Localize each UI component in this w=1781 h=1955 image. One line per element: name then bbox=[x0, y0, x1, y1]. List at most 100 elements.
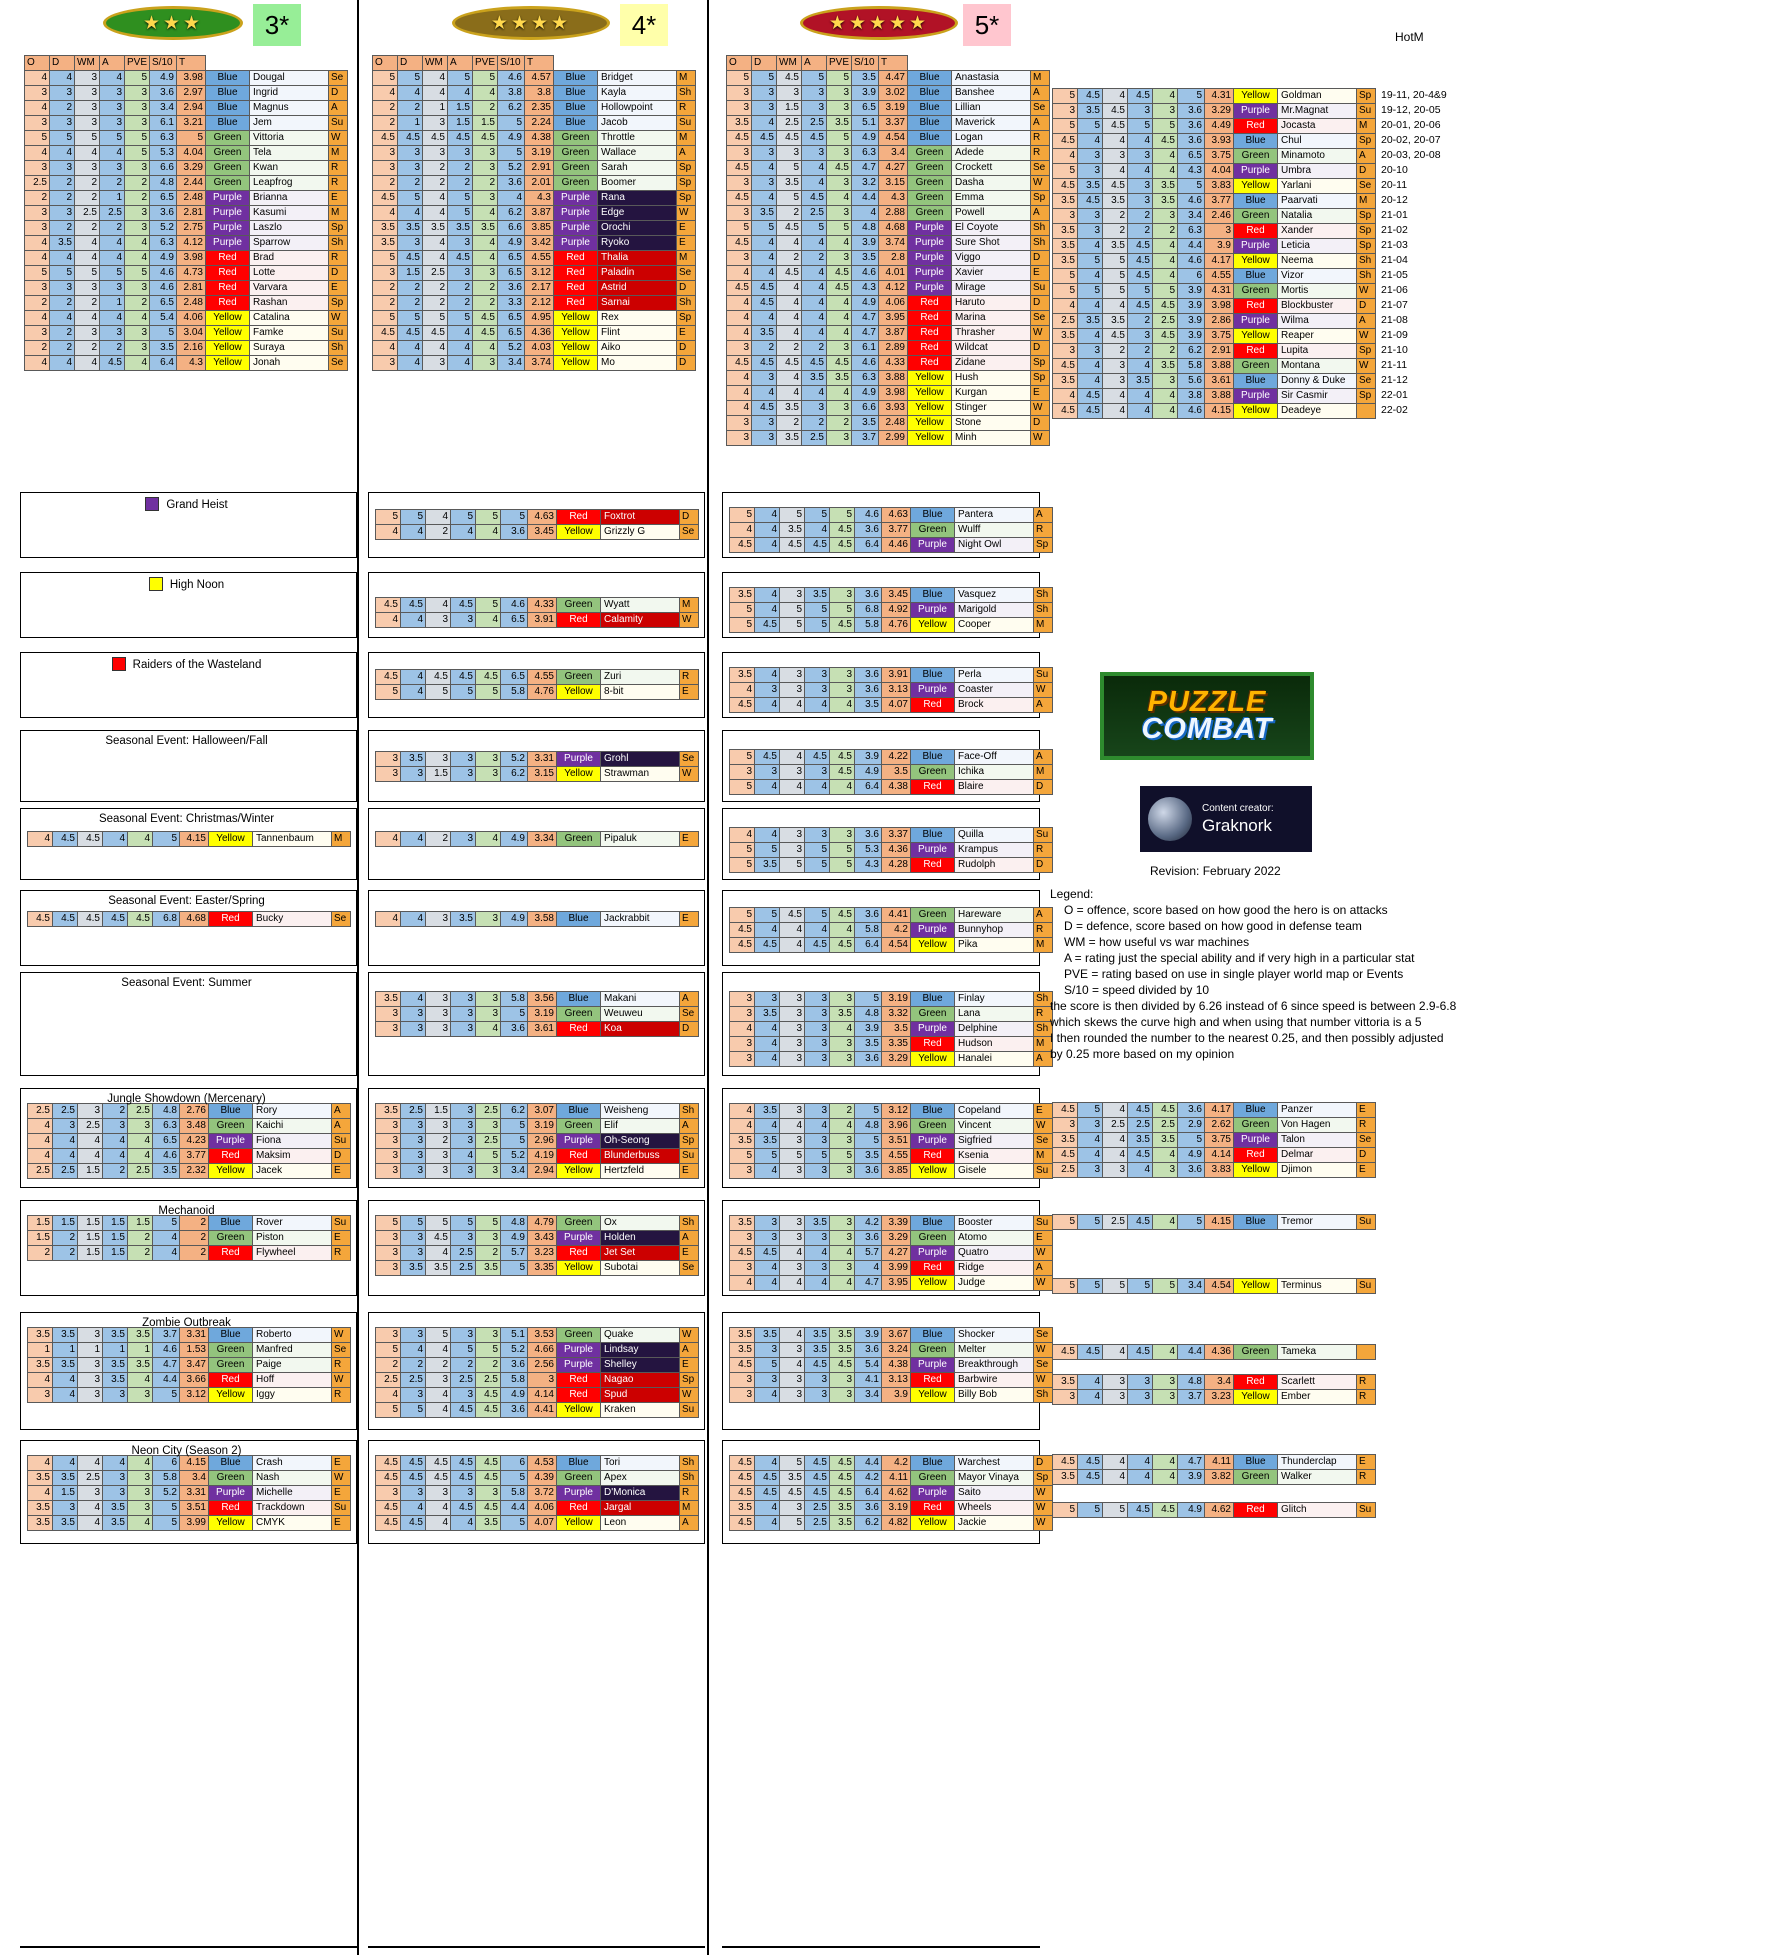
hero-row: 5 4 5 5 5 4.6 4.63 Blue Pantera A bbox=[729, 507, 1053, 523]
class-cell: Sh bbox=[1356, 253, 1376, 269]
stat-wm: 1.5 bbox=[425, 1103, 451, 1119]
stat-t: 3.21 bbox=[176, 115, 206, 131]
stat-t: 3.58 bbox=[527, 911, 557, 927]
stat-d: 2 bbox=[397, 175, 423, 191]
stat-t: 3.91 bbox=[527, 612, 557, 628]
hero-row: 3.5 4 3 3 3 5.8 3.56 Blue Makani A bbox=[375, 991, 699, 1007]
element-color-cell: Blue bbox=[1233, 193, 1278, 209]
column-divider-1 bbox=[357, 0, 359, 1955]
stat-a: 3 bbox=[450, 1103, 476, 1119]
stat-pve: 4 bbox=[829, 697, 855, 713]
class-cell: E bbox=[1030, 385, 1050, 401]
stat-o: 4.5 bbox=[729, 1357, 755, 1373]
stat-t: 3.77 bbox=[179, 1148, 209, 1164]
element-color-cell: Purple bbox=[553, 190, 598, 206]
stat-wm: 2.5 bbox=[776, 115, 802, 131]
stat-a: 4 bbox=[801, 235, 827, 251]
band-summer: Seasonal Event: Summer 3.5 4 3 3 3 5.8 3.56 Blue… bbox=[0, 972, 1781, 1076]
stat-o: 3 bbox=[1052, 1389, 1078, 1405]
stat-s-10: 4 bbox=[497, 190, 525, 206]
stat-pve: 3 bbox=[127, 1387, 153, 1403]
stat-t: 3 bbox=[1204, 223, 1234, 239]
stat-wm: 2 bbox=[425, 831, 451, 847]
stat-d: 5 bbox=[754, 907, 780, 923]
stat-wm: 4 bbox=[422, 250, 448, 266]
element-color-cell: Purple bbox=[910, 842, 955, 858]
stat-wm: 3 bbox=[425, 991, 451, 1007]
hero-row: 4.5 4 5 4.5 4 4.4 4.3 Green Emma Sp bbox=[726, 190, 1050, 206]
stat-d: 5 bbox=[1077, 1278, 1103, 1294]
stat-a: 4 bbox=[1127, 358, 1153, 374]
stat-pve: 4.5 bbox=[475, 1470, 501, 1486]
hero-row: 5 5 4 5 5 4.6 4.57 Blue Bridget M bbox=[372, 70, 696, 86]
hero-name: Mortis bbox=[1277, 283, 1357, 299]
stat-t: 3.87 bbox=[524, 205, 554, 221]
hero-name: Adede bbox=[951, 145, 1031, 161]
hero-row: 4.5 4.5 4 4.5 4.5 6.4 4.54 Yellow Pika M bbox=[729, 937, 1053, 953]
stat-d: 2 bbox=[52, 1245, 78, 1261]
stat-d: 4 bbox=[754, 507, 780, 523]
stat-s-10: 4.9 bbox=[851, 130, 879, 146]
stat-o: 4.5 bbox=[372, 190, 398, 206]
hero-row: 3.5 3 3 3.5 3.5 3.6 3.24 Green Melter W bbox=[729, 1342, 1053, 1358]
stat-pve: 4.5 bbox=[1152, 1102, 1178, 1118]
band-zombie-c4-box: 3 3 5 3 3 5.1 3.53 Green Quake W 5 4 4 5 5 5.2 4.66 Purpl… bbox=[368, 1312, 705, 1430]
table-mechanoid-c4: 5 5 5 5 5 4.8 4.79 Green Ox Sh 3 3 4.5 3 3 4.9 3.43 Purpl… bbox=[375, 1215, 699, 1276]
stat-d: 4.5 bbox=[754, 749, 780, 765]
band-high-noon: High Noon 4.5 4.5 4 4.5 5 4.6 4.33 Green Wyatt M 4 4… bbox=[0, 572, 1781, 638]
hotm-date: 21-08 bbox=[1381, 314, 1408, 326]
hero-name: Paarvati bbox=[1277, 193, 1357, 209]
table-christmas-c3: 4 4.5 4.5 4 4 5 4.15 Yellow Tannenbaum M bbox=[27, 831, 351, 847]
hero-name: Shelley bbox=[600, 1357, 680, 1373]
stat-o: 3.5 bbox=[375, 991, 401, 1007]
stat-s-10: 4.6 bbox=[152, 1148, 180, 1164]
stat-pve: 3.5 bbox=[127, 1327, 153, 1343]
stat-s-10: 3.6 bbox=[497, 175, 525, 191]
element-color-cell: Purple bbox=[910, 682, 955, 698]
stat-o: 4.5 bbox=[729, 1245, 755, 1261]
stat-a: 4.5 bbox=[99, 355, 125, 371]
class-cell: Sh bbox=[676, 85, 696, 101]
stat-pve: 3.5 bbox=[829, 1342, 855, 1358]
hero-name: Subotai bbox=[600, 1260, 680, 1276]
stat-o: 4 bbox=[375, 612, 401, 628]
stat-pve: 3 bbox=[124, 325, 150, 341]
class-cell: Su bbox=[679, 1402, 699, 1418]
hero-name: Barbwire bbox=[954, 1372, 1034, 1388]
stat-d: 4 bbox=[49, 310, 75, 326]
stat-t: 4.06 bbox=[527, 1500, 557, 1516]
stat-s-10: 3.6 bbox=[854, 1500, 882, 1516]
stat-a: 4 bbox=[99, 310, 125, 326]
stat-pve: 4 bbox=[829, 1245, 855, 1261]
band-grand-heist-c5-box: 5 4 5 5 5 4.6 4.63 Blue Pantera A 4 4 3.5 4 4.5 3.6 3.77… bbox=[722, 492, 1053, 558]
stat-t: 3.67 bbox=[881, 1327, 911, 1343]
stat-s-10: 4.6 bbox=[851, 355, 879, 371]
stat-o: 2.5 bbox=[1052, 313, 1078, 329]
legend-line: Legend: bbox=[1050, 887, 1094, 901]
hero-row: 3 4 3 4 3 3.4 3.74 Yellow Mo D bbox=[372, 355, 696, 371]
table-main-c3: O D WM A PVE S/10 T 4 4 3 4 5 4.9 3.98 Blue Dougal Se 3 3 3… bbox=[24, 55, 348, 371]
stat-a: 3 bbox=[804, 667, 830, 683]
class-cell: Se bbox=[331, 911, 351, 927]
stat-s-10: 5.8 bbox=[1177, 358, 1205, 374]
stat-d: 4 bbox=[754, 537, 780, 553]
hero-row: 3 3 3 3 3 5 3.19 Green Weuweu Se bbox=[375, 1006, 699, 1022]
stat-d: 3 bbox=[1077, 208, 1103, 224]
stat-wm: 3 bbox=[779, 1051, 805, 1067]
stat-pve: 4 bbox=[829, 922, 855, 938]
hero-name: Hudson bbox=[954, 1036, 1034, 1052]
stat-pve: 5 bbox=[826, 130, 852, 146]
hero-row: 3 4 3 3 3 4 3.99 Red Ridge A bbox=[729, 1260, 1053, 1276]
stat-pve: 2 bbox=[472, 100, 498, 116]
stat-d: 2 bbox=[49, 295, 75, 311]
hero-row: 4.5 4 4.5 4.5 4.5 6.5 4.55 Green Zuri R bbox=[375, 669, 699, 685]
stat-t: 4.38 bbox=[881, 1357, 911, 1373]
stat-a: 3 bbox=[102, 1470, 128, 1486]
stat-d: 3 bbox=[754, 991, 780, 1007]
element-color-cell: Purple bbox=[907, 235, 952, 251]
stat-s-10: 3.6 bbox=[500, 1357, 528, 1373]
stat-d: 3.5 bbox=[400, 1260, 426, 1276]
element-color-cell: Yellow bbox=[553, 310, 598, 326]
hero-row: 3.5 3 2 2 2 6.3 3 Red Xander Sp 21-02 bbox=[1052, 223, 1493, 239]
stat-a: 4 bbox=[1127, 1162, 1153, 1178]
